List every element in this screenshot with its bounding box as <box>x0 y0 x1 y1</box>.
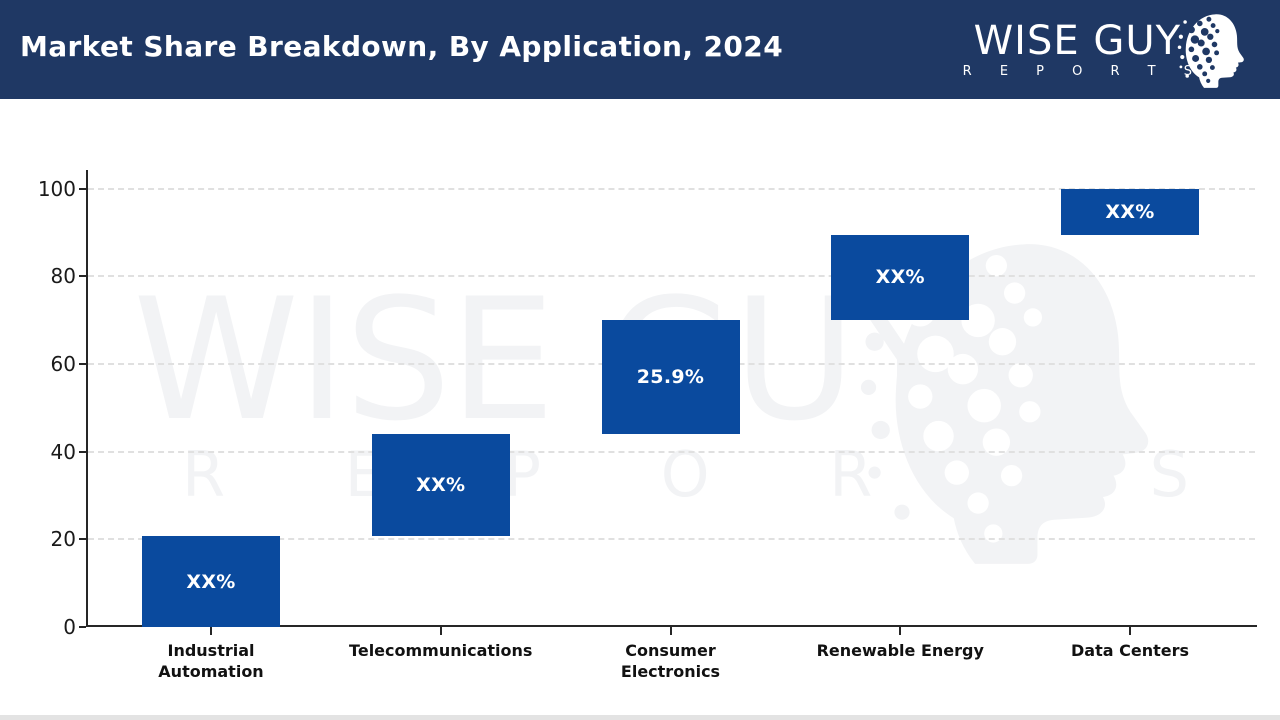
logo-subtitle: R E P O R T S <box>962 63 1204 79</box>
bar-value-label-renewable-energy: XX% <box>875 266 925 289</box>
category-label-data-centers: Data Centers <box>1071 641 1189 660</box>
y-tick-60 <box>79 362 86 365</box>
bar-renewable-energy: XX% <box>831 234 970 321</box>
wiseguy-logo: WISE GUY R E P O R T S <box>963 9 1246 91</box>
wiseguy-logo-text: WISE GUY R E P O R T S <box>963 21 1192 79</box>
gridline-80 <box>88 275 1255 278</box>
wiseguy-face-icon <box>1177 13 1244 88</box>
watermark-wordmark: WISE GUY <box>133 262 957 458</box>
footer-strip <box>0 715 1280 720</box>
bar-value-label-consumer-electronics: 25.9% <box>636 365 705 388</box>
category-label-industrial-automation: Industrial Automation <box>158 641 264 681</box>
bar-industrial-automation: XX% <box>142 536 280 627</box>
logo-wordmark: WISE GUY <box>973 17 1182 64</box>
y-tick-label-0: 0 <box>63 615 76 639</box>
y-tick-100 <box>79 187 86 190</box>
gridline-20 <box>88 538 1255 541</box>
y-tick-label-40: 40 <box>50 439 76 464</box>
x-axis-line <box>86 625 1257 627</box>
x-tick-industrial-automation <box>210 627 212 635</box>
gridline-100 <box>88 187 1255 190</box>
header: Market Share Breakdown, By Application, … <box>0 0 1280 99</box>
gridline-40 <box>88 450 1255 453</box>
bar-data-centers: XX% <box>1061 188 1199 235</box>
y-tick-label-20: 20 <box>50 527 76 552</box>
x-tick-consumer-electronics <box>669 627 672 635</box>
x-tick-telecommunications <box>439 627 442 635</box>
x-tick-data-centers <box>1129 627 1131 635</box>
y-axis-line <box>86 170 88 627</box>
y-tick-label-60: 60 <box>50 351 76 376</box>
category-label-consumer-electronics: Consumer Electronics <box>620 641 721 681</box>
bar-consumer-electronics: 25.9% <box>601 320 740 434</box>
category-label-renewable-energy: Renewable Energy <box>816 641 984 660</box>
y-tick-label-100: 100 <box>37 176 76 201</box>
y-tick-0 <box>79 626 86 628</box>
y-tick-80 <box>79 275 86 278</box>
y-tick-40 <box>79 450 86 453</box>
bar-value-label-industrial-automation: XX% <box>186 570 236 593</box>
bar-telecommunications: XX% <box>371 433 510 537</box>
page-title: Market Share Breakdown, By Application, … <box>20 30 784 63</box>
y-tick-label-80: 80 <box>50 264 76 289</box>
bar-value-label-telecommunications: XX% <box>416 473 466 496</box>
category-label-telecommunications: Telecommunications <box>349 641 533 660</box>
y-tick-20 <box>79 538 86 541</box>
x-tick-renewable-energy <box>899 627 902 635</box>
bar-value-label-data-centers: XX% <box>1105 200 1155 223</box>
